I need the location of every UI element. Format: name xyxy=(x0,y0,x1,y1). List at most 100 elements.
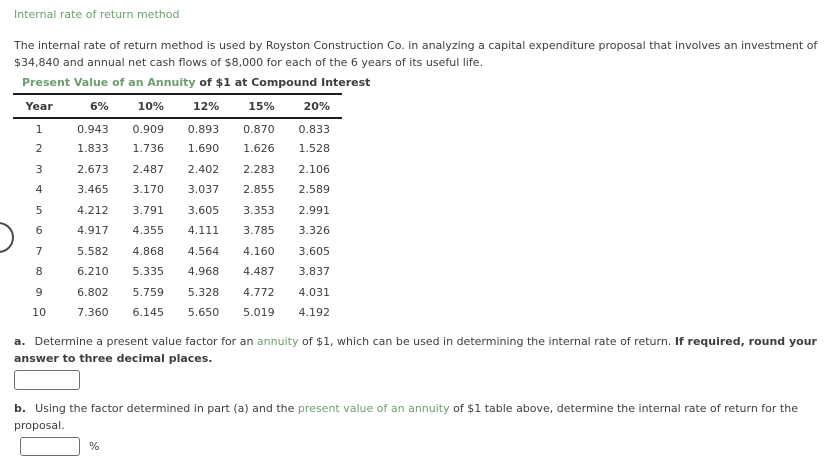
pv-table: Year 6% 10% 12% 15% 20% 1 0.943 0.909 0.893 0.870… xyxy=(13,95,342,323)
value-cell: 6.145 xyxy=(132,306,164,320)
panel-toggle-button[interactable] xyxy=(0,222,14,253)
value-cell: 4.772 xyxy=(243,285,275,299)
pv-annuity-table-section: Present Value of an Annuity of $1 at Com… xyxy=(13,76,370,323)
value-cell: 7.360 xyxy=(77,306,109,320)
value-cell: 5.759 xyxy=(132,285,164,299)
year-cell: 9 xyxy=(35,285,43,299)
value-cell: 4.968 xyxy=(187,265,220,279)
intro-paragraph: The internal rate of return method is us… xyxy=(14,39,818,69)
value-cell: 4.212 xyxy=(77,203,109,217)
value-cell: 4.192 xyxy=(298,306,331,320)
value-cell: 4.917 xyxy=(77,224,109,238)
table-row: 4 3.465 3.170 3.037 2.855 2.589 xyxy=(13,180,342,201)
year-cell: 10 xyxy=(32,306,47,320)
value-cell: 1.833 xyxy=(77,142,109,156)
value-cell: 1.690 xyxy=(187,142,220,156)
year-cell: 3 xyxy=(35,162,43,176)
column-header: 12% xyxy=(175,95,232,119)
value-cell: 4.355 xyxy=(132,224,164,238)
value-cell: 4.564 xyxy=(187,244,220,258)
table-row: 1 0.943 0.909 0.893 0.870 0.833 xyxy=(13,118,342,139)
table-row: 9 6.802 5.759 5.328 4.772 4.031 xyxy=(13,282,342,303)
value-cell: 5.650 xyxy=(187,306,220,320)
value-cell: 6.802 xyxy=(77,285,109,299)
page-title: Internal rate of return method xyxy=(14,8,180,21)
value-cell: 2.589 xyxy=(298,183,331,197)
value-cell: 4.031 xyxy=(298,285,331,299)
year-cell: 5 xyxy=(35,203,43,217)
value-cell: 4.111 xyxy=(187,224,220,238)
question-b-pv-annuity-link[interactable]: present value of an annuity xyxy=(297,402,450,415)
value-cell: 1.528 xyxy=(298,142,331,156)
question-a-text-2: of $1, which can be used in determining … xyxy=(298,335,675,348)
question-b: b. Using the factor determined in part (a… xyxy=(14,400,826,456)
value-cell: 4.160 xyxy=(243,244,275,258)
question-a-annuity-link[interactable]: annuity xyxy=(256,335,299,348)
year-cell: 4 xyxy=(35,183,43,197)
table-title-link[interactable]: Present Value of an Annuity xyxy=(22,76,196,89)
value-cell: 2.855 xyxy=(243,183,275,197)
value-cell: 2.991 xyxy=(298,203,331,217)
year-cell: 1 xyxy=(35,123,43,137)
question-a: a. Determine a present value factor for a… xyxy=(14,333,826,390)
value-cell: 3.326 xyxy=(298,224,331,238)
value-cell: 4.487 xyxy=(243,265,275,279)
question-b-label: b. xyxy=(14,402,27,415)
value-cell: 3.605 xyxy=(187,203,220,217)
question-a-text-1: Determine a present value factor for an xyxy=(34,335,257,348)
value-cell: 5.335 xyxy=(132,265,164,279)
value-cell: 2.673 xyxy=(77,162,109,176)
value-cell: 3.170 xyxy=(132,183,164,197)
value-cell: 5.582 xyxy=(77,244,109,258)
value-cell: 3.791 xyxy=(132,203,164,217)
column-header: 6% xyxy=(65,95,121,119)
table-row: 2 1.833 1.736 1.690 1.626 1.528 xyxy=(13,139,342,160)
value-cell: 3.465 xyxy=(77,183,109,197)
value-cell: 3.785 xyxy=(243,224,275,238)
answer-a-input[interactable] xyxy=(14,370,80,390)
question-a-bold-note: If required, round your answer to three … xyxy=(14,335,817,365)
value-cell: 0.833 xyxy=(298,123,331,137)
question-b-text-2: of $1 table above, determine the interna… xyxy=(14,402,798,432)
pv-table-body: 1 0.943 0.909 0.893 0.870 0.833 2 1.833 1.736 1.6… xyxy=(13,118,342,323)
question-b-text-1: Using the factor determined in part (a) … xyxy=(35,402,298,415)
value-cell: 4.868 xyxy=(132,244,164,258)
table-row: 5 4.212 3.791 3.605 3.353 2.991 xyxy=(13,200,342,221)
value-cell: 2.283 xyxy=(243,162,275,176)
value-cell: 2.106 xyxy=(298,162,331,176)
year-cell: 6 xyxy=(35,224,43,238)
value-cell: 3.037 xyxy=(187,183,220,197)
pv-table-header-row: Year 6% 10% 12% 15% 20% xyxy=(13,95,342,119)
column-header: 10% xyxy=(120,95,176,119)
value-cell: 5.019 xyxy=(243,306,275,320)
table-row: 7 5.582 4.868 4.564 4.160 3.605 xyxy=(13,241,342,262)
year-cell: 7 xyxy=(35,244,43,258)
table-row: 6 4.917 4.355 4.111 3.785 3.326 xyxy=(13,221,342,242)
year-cell: 2 xyxy=(35,142,43,156)
answer-b-input[interactable] xyxy=(20,437,80,456)
value-cell: 0.870 xyxy=(243,123,275,137)
table-row: 8 6.210 5.335 4.968 4.487 3.837 xyxy=(13,262,342,283)
value-cell: 2.487 xyxy=(132,162,164,176)
value-cell: 0.893 xyxy=(187,123,220,137)
value-cell: 3.353 xyxy=(243,203,275,217)
column-header: Year xyxy=(13,95,66,119)
value-cell: 1.736 xyxy=(132,142,164,156)
column-header: 20% xyxy=(286,95,342,119)
column-header: 15% xyxy=(231,95,287,119)
value-cell: 0.943 xyxy=(77,123,109,137)
value-cell: 3.837 xyxy=(298,265,331,279)
year-cell: 8 xyxy=(35,265,43,279)
value-cell: 2.402 xyxy=(187,162,220,176)
table-row: 10 7.360 6.145 5.650 5.019 4.192 xyxy=(13,303,342,324)
value-cell: 3.605 xyxy=(298,244,331,258)
question-a-label: a. xyxy=(14,335,26,348)
value-cell: 0.909 xyxy=(132,123,164,137)
value-cell: 6.210 xyxy=(77,265,109,279)
value-cell: 1.626 xyxy=(243,142,275,156)
table-title-rest: of $1 at Compound Interest xyxy=(195,76,371,89)
table-row: 3 2.673 2.487 2.402 2.283 2.106 xyxy=(13,159,342,180)
answer-b-row: % xyxy=(20,437,826,456)
table-title: Present Value of an Annuity of $1 at Com… xyxy=(13,76,370,95)
